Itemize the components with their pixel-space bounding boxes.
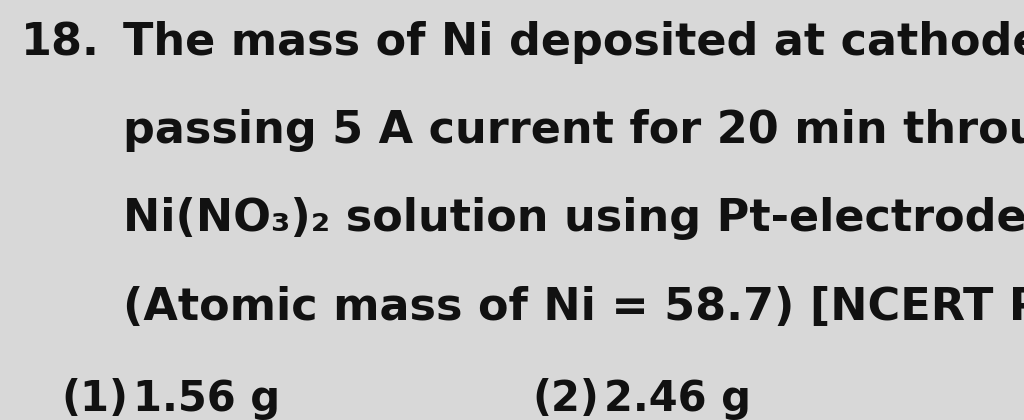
Text: Ni(NO₃)₂ solution using Pt-electrodes will be: Ni(NO₃)₂ solution using Pt-electrodes wi… bbox=[123, 197, 1024, 240]
Text: 18.: 18. bbox=[20, 21, 99, 64]
Text: passing 5 A current for 20 min through: passing 5 A current for 20 min through bbox=[123, 109, 1024, 152]
Text: (Atomic mass of Ni = 58.7) [NCERT Pg. 94]: (Atomic mass of Ni = 58.7) [NCERT Pg. 94… bbox=[123, 286, 1024, 328]
Text: (2): (2) bbox=[532, 378, 599, 420]
Text: 2.46 g: 2.46 g bbox=[604, 378, 752, 420]
Text: The mass of Ni deposited at cathode by: The mass of Ni deposited at cathode by bbox=[123, 21, 1024, 64]
Text: 1.56 g: 1.56 g bbox=[133, 378, 281, 420]
Text: (1): (1) bbox=[61, 378, 128, 420]
